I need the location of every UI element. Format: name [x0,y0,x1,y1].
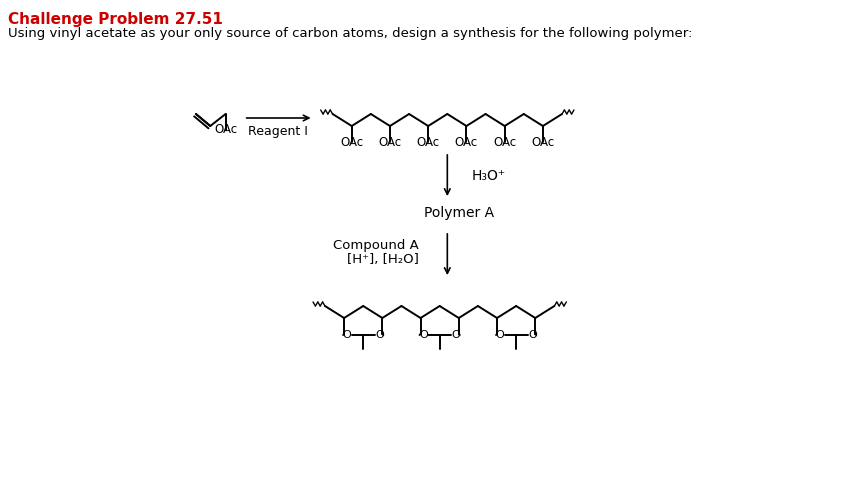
Text: OAc: OAc [341,136,363,149]
Text: O: O [375,330,384,340]
Text: Compound A: Compound A [333,239,419,251]
Text: O: O [452,330,460,340]
Text: Polymer A: Polymer A [424,206,494,220]
Text: Using vinyl acetate as your only source of carbon atoms, design a synthesis for : Using vinyl acetate as your only source … [8,27,692,40]
Text: H₃O⁺: H₃O⁺ [471,169,505,183]
Text: O: O [496,330,504,340]
Text: OAc: OAc [455,136,478,149]
Text: OAc: OAc [379,136,401,149]
Text: O: O [419,330,427,340]
Text: Reagent I: Reagent I [248,125,308,138]
Text: OAc: OAc [416,136,440,149]
Text: O: O [528,330,537,340]
Text: OAc: OAc [531,136,555,149]
Text: O: O [342,330,352,340]
Text: OAc: OAc [214,123,237,136]
Text: [H⁺], [H₂O]: [H⁺], [H₂O] [346,252,419,265]
Text: OAc: OAc [493,136,516,149]
Text: Challenge Problem 27.51: Challenge Problem 27.51 [8,12,223,27]
